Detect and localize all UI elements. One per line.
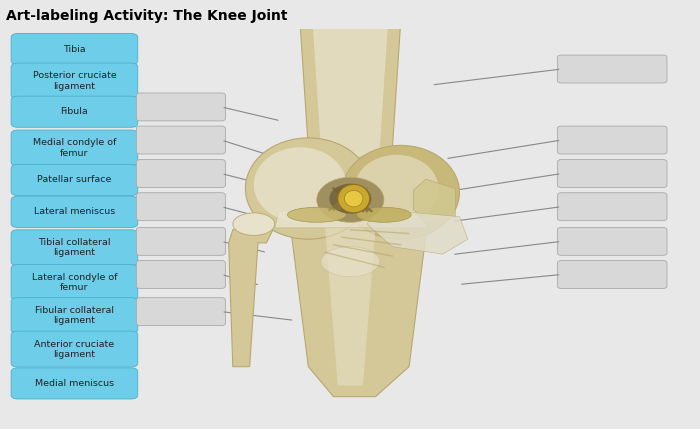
Polygon shape: [229, 226, 275, 367]
FancyBboxPatch shape: [136, 227, 225, 255]
Circle shape: [344, 190, 363, 207]
Circle shape: [337, 184, 370, 213]
Text: Anterior cruciate
ligament: Anterior cruciate ligament: [34, 340, 115, 359]
Text: Art-labeling Activity: The Knee Joint: Art-labeling Activity: The Knee Joint: [6, 9, 287, 24]
FancyBboxPatch shape: [11, 331, 138, 367]
Ellipse shape: [246, 138, 371, 239]
Ellipse shape: [354, 155, 438, 222]
Polygon shape: [413, 179, 455, 224]
Ellipse shape: [288, 207, 346, 222]
Text: Lateral meniscus: Lateral meniscus: [34, 207, 115, 216]
Ellipse shape: [356, 207, 411, 222]
Polygon shape: [325, 228, 375, 385]
Polygon shape: [267, 211, 442, 397]
Ellipse shape: [254, 147, 346, 222]
FancyBboxPatch shape: [11, 130, 138, 166]
FancyBboxPatch shape: [11, 63, 138, 99]
Polygon shape: [313, 21, 388, 160]
FancyBboxPatch shape: [557, 227, 667, 255]
FancyBboxPatch shape: [136, 160, 225, 187]
FancyBboxPatch shape: [136, 260, 225, 288]
Ellipse shape: [342, 145, 459, 239]
Text: Tibia: Tibia: [63, 45, 85, 54]
Text: Fibula: Fibula: [61, 107, 88, 116]
Ellipse shape: [321, 247, 379, 277]
FancyBboxPatch shape: [11, 230, 138, 266]
Polygon shape: [367, 209, 468, 254]
FancyBboxPatch shape: [11, 298, 138, 333]
Polygon shape: [300, 21, 400, 164]
FancyBboxPatch shape: [11, 96, 138, 127]
Text: Posterior cruciate
ligament: Posterior cruciate ligament: [33, 72, 116, 91]
FancyBboxPatch shape: [136, 126, 225, 154]
FancyBboxPatch shape: [11, 33, 138, 65]
FancyBboxPatch shape: [136, 193, 225, 221]
Text: Patellar surface: Patellar surface: [37, 175, 111, 184]
Text: Fibular collateral
ligament: Fibular collateral ligament: [35, 306, 114, 325]
Text: Medial meniscus: Medial meniscus: [35, 379, 114, 388]
FancyBboxPatch shape: [557, 55, 667, 83]
FancyBboxPatch shape: [136, 93, 225, 121]
Text: Lateral condyle of
femur: Lateral condyle of femur: [32, 273, 117, 292]
FancyBboxPatch shape: [557, 260, 667, 288]
Text: Medial condyle of
femur: Medial condyle of femur: [33, 139, 116, 157]
FancyBboxPatch shape: [11, 368, 138, 399]
Ellipse shape: [233, 213, 275, 236]
FancyBboxPatch shape: [11, 265, 138, 300]
FancyBboxPatch shape: [11, 196, 138, 227]
Text: Tibial collateral
ligament: Tibial collateral ligament: [38, 238, 111, 257]
FancyBboxPatch shape: [136, 298, 225, 326]
Ellipse shape: [317, 177, 384, 222]
FancyBboxPatch shape: [557, 126, 667, 154]
FancyBboxPatch shape: [557, 160, 667, 187]
FancyBboxPatch shape: [11, 164, 138, 196]
FancyBboxPatch shape: [557, 193, 667, 221]
Polygon shape: [275, 211, 430, 228]
Ellipse shape: [329, 184, 371, 214]
